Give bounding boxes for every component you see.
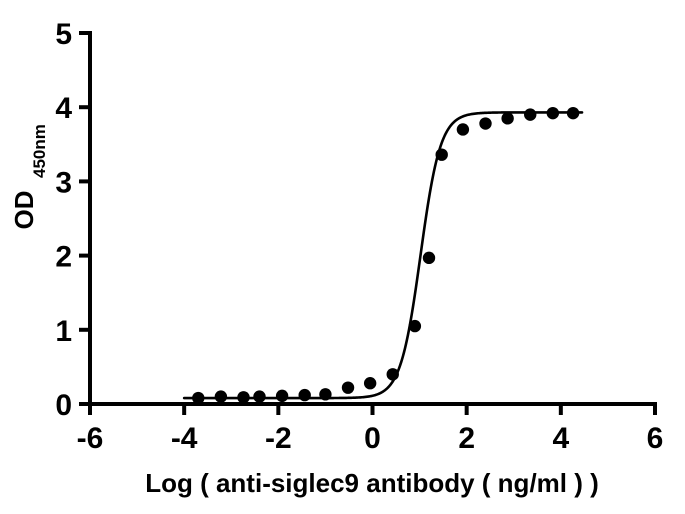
y-tick-label: 4 [55,92,72,125]
x-tick-label: 4 [552,422,569,455]
data-point [192,391,205,405]
x-tick-label: 2 [458,422,475,455]
data-point [408,319,422,333]
axis-ticks [79,31,657,415]
data-point [298,388,311,402]
data-point [214,390,228,403]
data-point [363,377,377,390]
y-tick-label: 3 [55,166,72,199]
data-point [237,391,250,404]
x-tick-label: -6 [77,422,104,455]
x-tick-labels: -6 -4 -2 0 2 4 6 [77,422,664,455]
y-axis-title-main: OD [9,191,39,230]
data-point [524,108,537,121]
data-point [435,148,448,161]
y-tick-label: 0 [55,389,72,422]
y-axis-title-subscript: 450nm [30,124,49,178]
axis-spines [88,31,657,406]
data-point [319,388,332,401]
data-point [386,368,399,381]
data-point [253,390,266,403]
plot-axes [88,31,657,406]
data-point [341,381,355,394]
x-tick-label: 6 [647,422,664,455]
y-tick-labels: 0 1 2 3 4 5 [55,18,72,422]
x-tick-label: -4 [171,422,198,455]
y-tick-label: 1 [55,315,72,348]
y-tick-label: 2 [55,241,72,274]
fitted-curve [182,111,584,400]
y-tick-label: 5 [55,18,72,51]
data-point [456,123,470,136]
x-tick-label: -2 [265,422,292,455]
data-point [275,389,289,403]
y-axis-title: OD 450nm [9,124,49,229]
sigmoid-fit-line [182,111,584,400]
data-point-markers [192,106,580,405]
data-point [422,251,436,265]
data-point [479,117,492,130]
data-point [501,112,514,125]
data-point [546,106,560,120]
x-axis-title: Log ( anti-siglec9 antibody ( ng/ml ) ) [145,468,599,498]
x-tick-label: 0 [364,422,381,455]
data-point [566,106,580,120]
